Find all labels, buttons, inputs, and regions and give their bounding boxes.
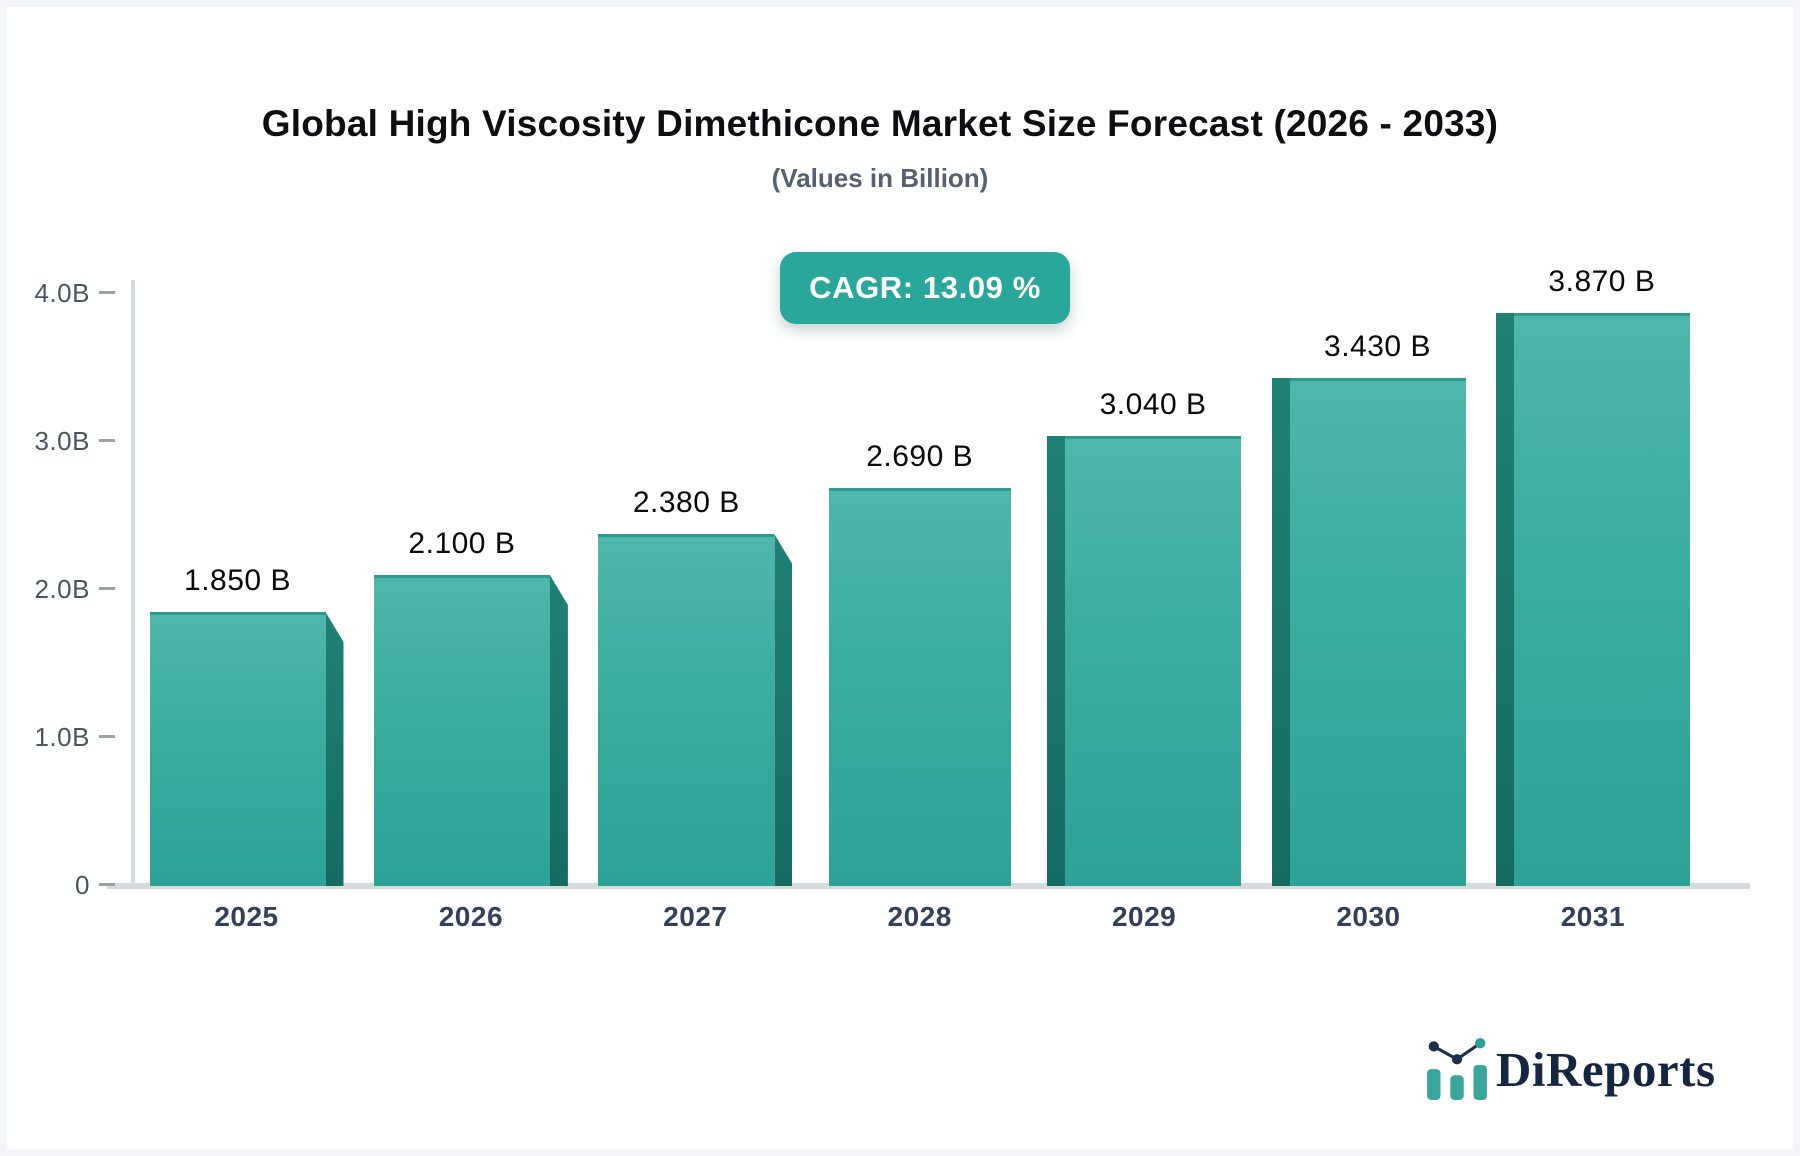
y-tick-mark (99, 291, 115, 294)
chart-subtitle: (Values in Billion) (771, 163, 989, 193)
bar-side (1047, 436, 1066, 886)
x-category-label: 2028 (887, 901, 952, 932)
y-tick-label: 0 (75, 870, 90, 900)
logo-chart-icon (1427, 1038, 1487, 1100)
bar-side (1495, 313, 1514, 886)
y-tick-mark (99, 439, 115, 442)
y-tick-mark (99, 883, 115, 886)
bar-value-label: 3.040 B (1099, 388, 1207, 421)
bar-value-label: 1.850 B (184, 564, 291, 597)
x-category-label: 2030 (1336, 901, 1401, 932)
bar (1513, 313, 1690, 886)
bar-side (774, 534, 793, 886)
bar-value-label: 3.870 B (1548, 265, 1656, 298)
bar (1289, 378, 1466, 886)
x-category-label: 2031 (1560, 901, 1626, 932)
y-tick-label: 3.0B (34, 426, 90, 456)
x-category-label: 2027 (663, 901, 728, 932)
bar-side (1271, 378, 1290, 886)
bar (149, 612, 326, 886)
y-tick-mark (99, 587, 115, 590)
cagr-badge-label: CAGR: 13.09 % (809, 270, 1041, 305)
direports-logo: DiReports (1424, 1026, 1716, 1100)
y-tick-label: 4.0B (34, 278, 90, 308)
y-axis-line (131, 280, 135, 889)
x-category-label: 2025 (214, 901, 279, 932)
y-tick-label: 1.0B (34, 722, 90, 752)
bar (828, 488, 1011, 886)
bar-value-label: 3.430 B (1324, 330, 1431, 363)
bar-side (325, 612, 344, 886)
bar (373, 575, 550, 886)
x-category-label: 2026 (438, 901, 504, 932)
chart-title: Global High Viscosity Dimethicone Market… (261, 103, 1499, 144)
cagr-badge: CAGR: 13.09 % (780, 252, 1070, 324)
bar (598, 534, 775, 886)
bar-value-label: 2.380 B (632, 486, 740, 519)
bar-value-label: 2.690 B (866, 440, 974, 473)
y-tick-label: 2.0B (34, 574, 90, 604)
bar (1065, 436, 1242, 886)
bar-side (549, 575, 568, 886)
y-tick-mark (99, 735, 115, 738)
bar-value-label: 2.100 B (408, 527, 516, 560)
x-category-label: 2029 (1111, 901, 1177, 932)
x-axis-line (107, 883, 1750, 889)
logo-text: DiReports (1496, 1042, 1716, 1097)
